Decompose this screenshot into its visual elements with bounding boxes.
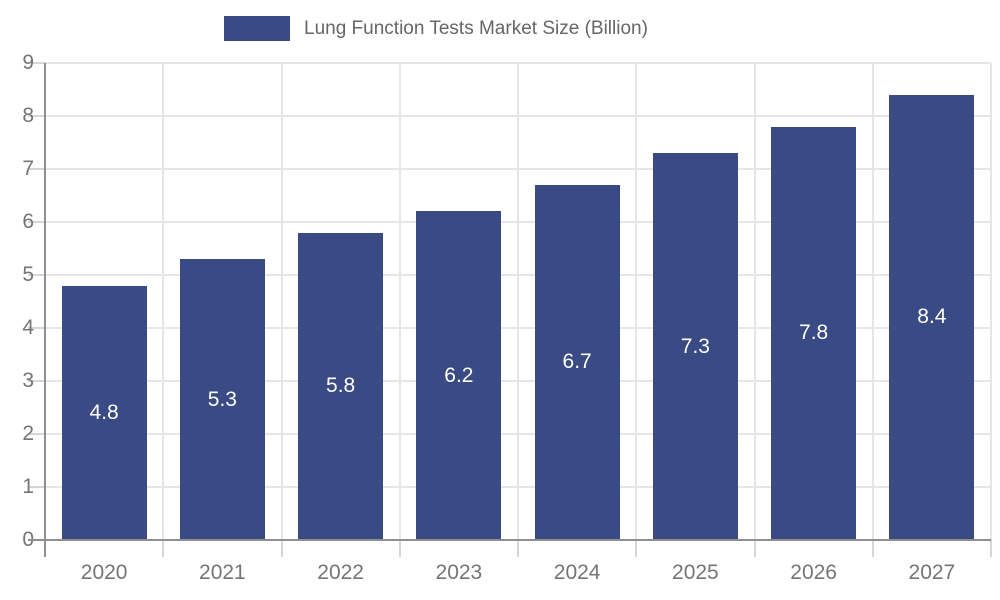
x-axis-tick-label: 2022 xyxy=(317,561,364,584)
bar-2024: 6.7 xyxy=(534,184,620,540)
vertical-gridline xyxy=(517,63,519,540)
bar-2026: 7.8 xyxy=(771,126,857,540)
x-axis-tick xyxy=(162,540,165,557)
x-axis-tick xyxy=(871,540,874,557)
y-axis-tick xyxy=(28,433,45,435)
y-axis-tick-label: 1 xyxy=(22,475,34,498)
y-axis-tick xyxy=(28,274,45,276)
y-axis-tick-label: 8 xyxy=(22,104,34,127)
y-axis-tick xyxy=(28,221,45,223)
y-axis-line xyxy=(44,63,46,557)
x-axis-tick-label: 2027 xyxy=(908,561,956,584)
x-axis-tick xyxy=(517,540,519,557)
legend-swatch xyxy=(224,16,290,41)
x-axis-tick xyxy=(280,540,283,557)
x-axis-tick xyxy=(635,540,638,557)
vertical-gridline xyxy=(753,63,756,540)
vertical-gridline xyxy=(990,63,992,540)
x-axis-tick xyxy=(990,540,992,557)
bar-value-label: 7.8 xyxy=(799,321,829,345)
bar-2022: 5.8 xyxy=(298,232,384,540)
y-axis-tick-label: 5 xyxy=(22,263,34,286)
y-axis-tick xyxy=(28,62,45,64)
bar-2027: 8.4 xyxy=(889,94,975,540)
x-axis-tick-label: 2020 xyxy=(80,561,128,584)
bar-value-label: 8.4 xyxy=(917,305,947,329)
y-axis-tick-label: 9 xyxy=(22,51,34,74)
bar-value-label: 6.2 xyxy=(444,363,474,387)
bar-2020: 4.8 xyxy=(61,285,147,540)
y-axis-tick xyxy=(28,486,45,488)
x-axis-line xyxy=(28,539,991,541)
x-axis-tick-label: 2025 xyxy=(672,561,719,584)
x-axis-tick-label: 2026 xyxy=(790,561,837,584)
bar-2023: 6.2 xyxy=(416,211,502,540)
y-axis-tick xyxy=(28,115,45,117)
legend-label: Lung Function Tests Market Size (Billion… xyxy=(304,17,648,39)
y-axis-tick xyxy=(28,380,45,382)
x-axis-tick xyxy=(398,540,401,557)
bar-value-label: 5.8 xyxy=(326,374,356,398)
vertical-gridline xyxy=(280,63,283,540)
bar-value-label: 7.3 xyxy=(680,334,710,358)
vertical-gridline xyxy=(398,63,401,540)
y-axis-tick-label: 7 xyxy=(22,157,34,180)
x-axis-tick xyxy=(753,540,756,557)
bar-value-label: 6.7 xyxy=(562,350,592,374)
bar-2021: 5.3 xyxy=(179,259,265,540)
legend-item[interactable]: Lung Function Tests Market Size (Billion… xyxy=(224,16,648,41)
vertical-gridline xyxy=(871,63,874,540)
vertical-gridline xyxy=(635,63,638,540)
y-axis-tick-label: 2 xyxy=(22,422,34,445)
y-axis-tick-label: 4 xyxy=(22,316,34,339)
vertical-gridline xyxy=(162,63,165,540)
bar-value-label: 4.8 xyxy=(89,400,119,424)
bar-value-label: 5.3 xyxy=(207,387,237,411)
bar-2025: 7.3 xyxy=(652,153,738,540)
x-axis-tick-label: 2024 xyxy=(553,561,601,584)
y-axis-tick-label: 3 xyxy=(22,369,34,392)
y-axis-tick-label: 6 xyxy=(22,210,34,233)
x-axis-tick-label: 2023 xyxy=(435,561,483,584)
x-axis-tick-label: 2021 xyxy=(199,561,246,584)
y-axis-tick xyxy=(28,168,45,170)
y-axis-tick xyxy=(28,327,45,329)
